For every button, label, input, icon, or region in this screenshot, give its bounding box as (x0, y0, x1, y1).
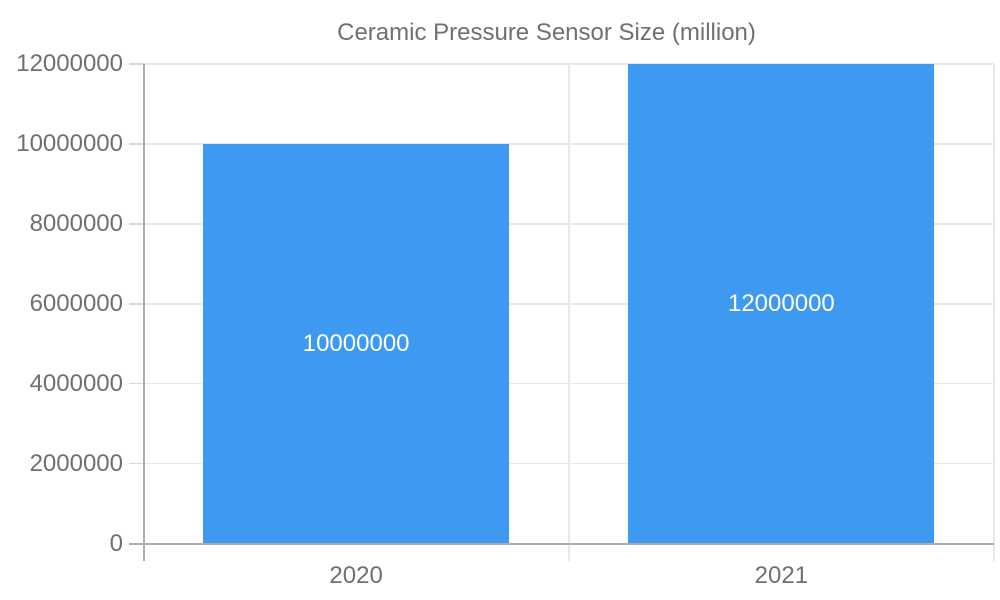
y-axis-tick-mark (128, 462, 144, 465)
y-axis-tick-mark (128, 303, 144, 305)
y-axis-tick-mark (128, 223, 144, 225)
y-axis-tick-label: 0 (109, 529, 123, 557)
legend-label[interactable]: Ceramic Pressure Sensor Size (million) (337, 19, 756, 46)
y-axis-tick-label: 2000000 (29, 449, 123, 477)
y-axis-tick-label: 10000000 (16, 129, 123, 157)
y-axis-tick-label: 12000000 (16, 50, 123, 77)
y-axis-tick-label: 8000000 (29, 209, 123, 237)
y-axis-line (142, 64, 145, 561)
y-axis-tick-label: 4000000 (29, 369, 123, 397)
y-axis-tick-mark (128, 63, 144, 65)
bar-2021[interactable]: 12000000 (628, 64, 935, 544)
gridline-vertical (993, 64, 995, 561)
x-axis-tick-label: 2021 (754, 562, 809, 589)
legend-swatch-icon[interactable] (244, 20, 319, 46)
legend: Ceramic Pressure Sensor Size (million) (0, 16, 1000, 50)
bar-2020[interactable]: 10000000 (203, 143, 510, 544)
x-axis-line (128, 542, 994, 545)
x-axis-tick-label: 2020 (329, 562, 383, 589)
y-axis-tick-label: 6000000 (29, 289, 123, 317)
y-axis-tick-mark (128, 143, 144, 145)
bar-value-label: 10000000 (302, 329, 410, 357)
y-axis-tick-mark (128, 382, 144, 385)
bar-value-label: 12000000 (727, 289, 835, 317)
gridline-vertical (568, 64, 570, 561)
